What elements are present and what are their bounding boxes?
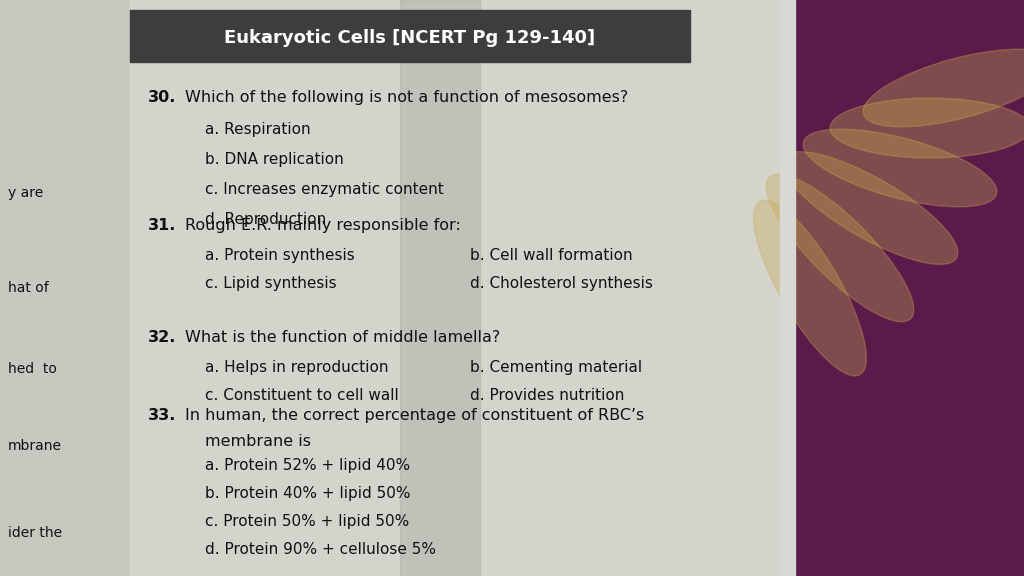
Text: a. Helps in reproduction: a. Helps in reproduction [205,360,388,375]
Ellipse shape [766,174,913,322]
Text: d. Provides nutrition: d. Provides nutrition [470,388,625,403]
Text: a. Respiration: a. Respiration [205,122,310,137]
Text: c. Protein 50% + lipid 50%: c. Protein 50% + lipid 50% [205,514,410,529]
Bar [130,0,790,576]
Text: mbrane: mbrane [8,439,62,453]
Text: Rough E.R. mainly responsible for:: Rough E.R. mainly responsible for: [185,218,461,233]
Text: What is the function of middle lamella?: What is the function of middle lamella? [185,330,501,345]
Text: c. Increases enzymatic content: c. Increases enzymatic content [205,182,443,197]
Text: 31.: 31. [148,218,176,233]
Text: Which of the following is not a function of mesosomes?: Which of the following is not a function… [185,90,629,105]
Ellipse shape [863,49,1024,127]
Text: b. Cell wall formation: b. Cell wall formation [470,248,633,263]
Text: d. Cholesterol synthesis: d. Cholesterol synthesis [470,276,653,291]
Text: b. DNA replication: b. DNA replication [205,152,344,167]
Text: hat of: hat of [8,281,49,295]
Ellipse shape [754,200,866,376]
Text: d. Reproduction: d. Reproduction [205,212,327,227]
Text: y are: y are [8,186,43,200]
Text: b. Cementing material: b. Cementing material [470,360,642,375]
Ellipse shape [782,151,957,264]
Text: 32.: 32. [148,330,176,345]
Bar [780,0,795,576]
Text: d. Protein 90% + cellulose 5%: d. Protein 90% + cellulose 5% [205,542,436,557]
Text: hed  to: hed to [8,362,57,376]
Text: c. Constituent to cell wall: c. Constituent to cell wall [205,388,398,403]
Text: In human, the correct percentage of constituent of RBC’s: In human, the correct percentage of cons… [185,408,644,423]
Text: a. Protein synthesis: a. Protein synthesis [205,248,354,263]
Text: Eukaryotic Cells [NCERT Pg 129-140]: Eukaryotic Cells [NCERT Pg 129-140] [224,29,596,47]
Ellipse shape [830,98,1024,158]
Bar [130,10,690,62]
Text: c. Lipid synthesis: c. Lipid synthesis [205,276,337,291]
Text: b. Protein 40% + lipid 50%: b. Protein 40% + lipid 50% [205,486,411,501]
Text: a. Protein 52% + lipid 40%: a. Protein 52% + lipid 40% [205,458,411,473]
Text: membrane is: membrane is [205,434,311,449]
Ellipse shape [803,129,997,207]
Bar [400,0,480,576]
Text: 30.: 30. [148,90,176,105]
Bar [0,0,130,576]
Bar [790,0,1024,576]
Text: 33.: 33. [148,408,176,423]
Text: ider the: ider the [8,526,62,540]
